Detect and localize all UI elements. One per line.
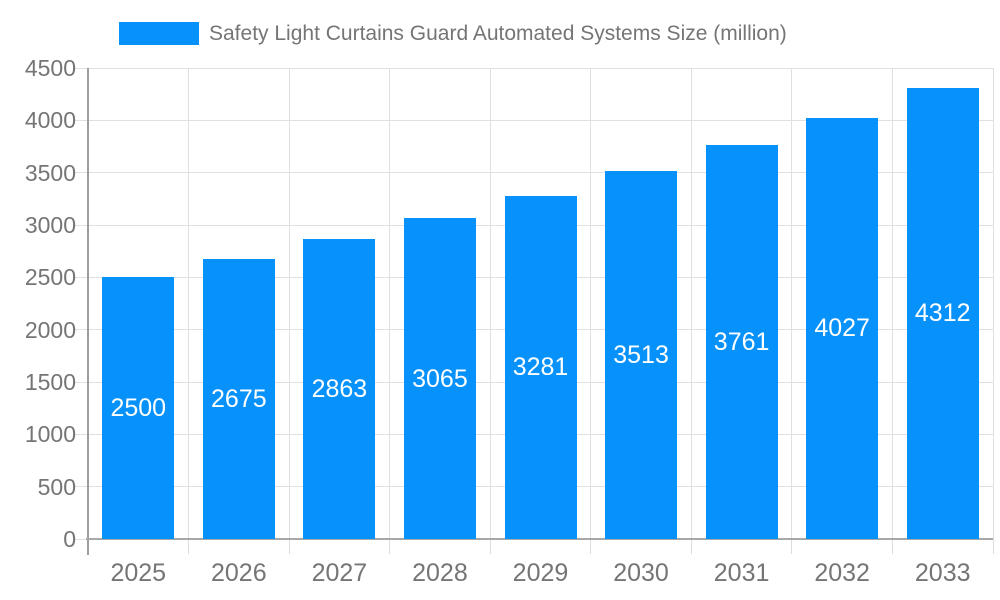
y-axis-tick-label: 2000 (24, 316, 76, 343)
bar-value-label: 3065 (412, 364, 468, 393)
gridline-vertical (791, 68, 793, 539)
y-axis-tick-label: 1500 (24, 369, 76, 395)
gridline-horizontal (88, 67, 993, 69)
x-axis-tick-label: 2030 (613, 559, 669, 587)
bar (202, 259, 275, 539)
chart-legend: Safety Light Curtains Guard Automated Sy… (119, 22, 787, 45)
bar (303, 239, 376, 539)
y-axis-tick-label: 1000 (24, 421, 76, 448)
bar (102, 277, 175, 539)
x-axis-tick (389, 539, 391, 554)
y-axis-tick-label: 3500 (24, 159, 76, 186)
x-axis-tick (590, 539, 592, 554)
bar-value-label: 4027 (814, 314, 870, 343)
y-axis-tick-label: 4500 (24, 55, 76, 81)
x-axis-tick (690, 539, 692, 554)
gridline-vertical (389, 68, 391, 539)
x-axis-tick-label: 2031 (713, 559, 770, 587)
gridline-vertical (992, 68, 994, 539)
y-axis-tick (73, 276, 88, 278)
gridline-vertical (690, 68, 692, 539)
gridline-vertical (891, 68, 893, 539)
y-axis-tick (73, 329, 88, 331)
gridline-vertical (288, 68, 290, 539)
bar-value-label: 2863 (311, 375, 368, 404)
y-axis-tick (73, 224, 88, 226)
y-axis-tick (73, 486, 88, 488)
y-axis-tick-label: 0 (63, 526, 76, 552)
x-axis-tick (288, 539, 290, 554)
x-axis-tick (891, 539, 893, 554)
x-axis-tick (489, 539, 491, 554)
y-axis-tick-label: 500 (37, 473, 76, 500)
bar-value-label: 3281 (512, 353, 569, 382)
gridline-vertical (188, 68, 190, 539)
gridline-horizontal (88, 172, 993, 174)
y-axis-tick-label: 4000 (24, 107, 76, 134)
y-axis-tick (73, 119, 88, 121)
bar (806, 117, 879, 539)
bar-value-label: 2675 (211, 385, 267, 413)
bar-value-label: 3761 (713, 328, 770, 357)
bar-value-label: 2500 (110, 394, 167, 423)
bar (705, 145, 778, 539)
y-axis-tick-label: 3000 (24, 212, 76, 238)
bar (504, 195, 577, 539)
y-axis-tick (73, 172, 88, 174)
gridline-horizontal (88, 119, 993, 121)
bar (906, 87, 979, 539)
x-axis-line (86, 538, 993, 540)
y-axis-line (87, 68, 89, 555)
x-axis-tick-label: 2027 (311, 559, 368, 587)
x-axis-tick-label: 2025 (110, 559, 167, 587)
x-axis-tick (188, 539, 190, 554)
gridline-vertical (489, 68, 491, 539)
x-axis-tick (791, 539, 793, 554)
y-axis-tick (73, 67, 88, 69)
x-axis-tick-label: 2029 (512, 559, 569, 587)
x-axis-tick-label: 2026 (211, 559, 267, 587)
bar-value-label: 4312 (914, 299, 971, 328)
bar (605, 171, 678, 539)
legend-label: Safety Light Curtains Guard Automated Sy… (209, 22, 787, 45)
legend-swatch (119, 22, 199, 45)
bar-value-label: 3513 (613, 341, 669, 370)
x-axis-tick-label: 2028 (412, 559, 468, 587)
x-axis-tick-label: 2032 (814, 559, 870, 587)
bar (403, 218, 476, 539)
gridline-vertical (590, 68, 592, 539)
y-axis-tick-label: 2500 (24, 264, 76, 291)
x-axis-tick (992, 539, 994, 554)
y-axis-tick (73, 538, 88, 540)
y-axis-tick (73, 381, 88, 383)
y-axis-tick (73, 433, 88, 435)
x-axis-tick-label: 2033 (914, 559, 971, 587)
